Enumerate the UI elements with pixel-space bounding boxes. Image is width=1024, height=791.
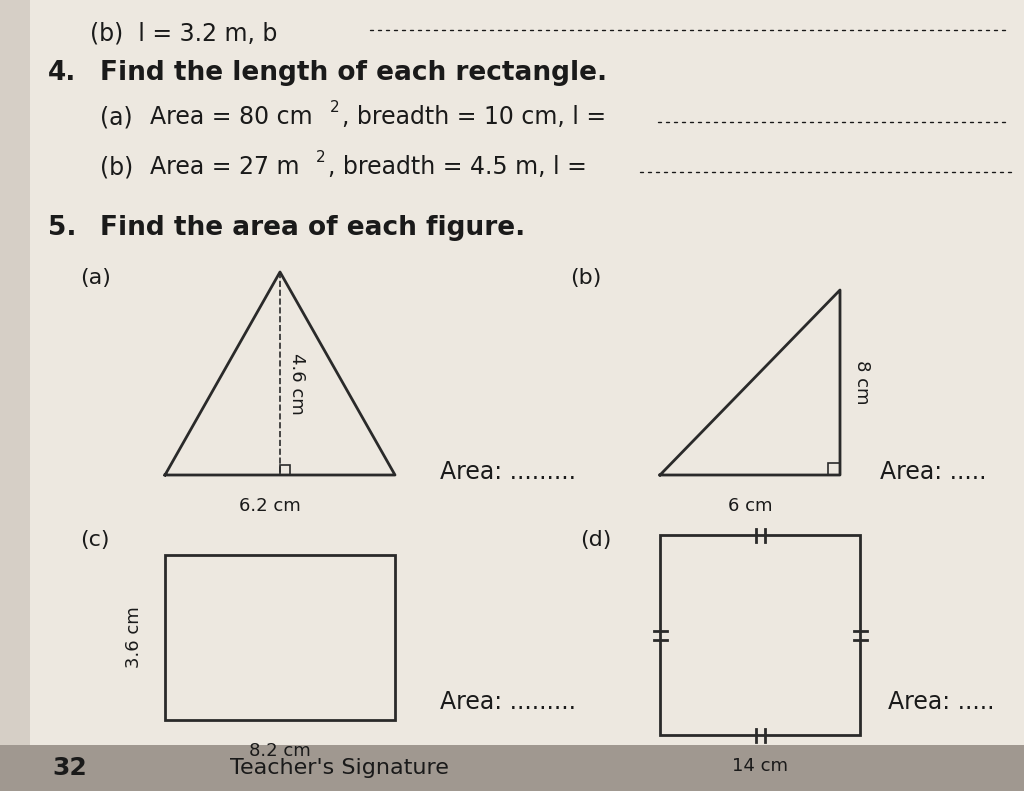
Text: , breadth = 10 cm, l =: , breadth = 10 cm, l = — [342, 105, 613, 129]
Text: (b): (b) — [570, 268, 601, 288]
Bar — [165, 555, 395, 720]
Text: Area: .....: Area: ..... — [888, 690, 994, 714]
Bar — [828, 463, 840, 475]
Text: 5.: 5. — [48, 215, 77, 241]
Text: 6.2 cm: 6.2 cm — [240, 497, 301, 515]
Text: 8 cm: 8 cm — [853, 360, 871, 405]
Text: 2: 2 — [316, 150, 326, 165]
Text: 4.6 cm: 4.6 cm — [288, 353, 306, 414]
Text: , breadth = 4.5 m, l =: , breadth = 4.5 m, l = — [328, 155, 594, 179]
Text: (c): (c) — [80, 530, 110, 550]
Text: Teacher's Signature: Teacher's Signature — [230, 758, 449, 778]
Text: Area = 27 m: Area = 27 m — [150, 155, 299, 179]
Text: Find the area of each figure.: Find the area of each figure. — [100, 215, 525, 241]
Text: 32: 32 — [52, 756, 87, 780]
Text: (d): (d) — [580, 530, 611, 550]
Text: Area = 80 cm: Area = 80 cm — [150, 105, 312, 129]
Bar — [280, 465, 290, 475]
Text: 6 cm: 6 cm — [728, 497, 772, 515]
Text: Area: .........: Area: ......... — [440, 690, 575, 714]
Text: (b): (b) — [100, 155, 133, 179]
Bar — [0, 745, 1024, 791]
Text: Area: .........: Area: ......... — [440, 460, 575, 484]
Text: (b)  l = 3.2 m, b: (b) l = 3.2 m, b — [90, 22, 278, 46]
Text: Find the length of each rectangle.: Find the length of each rectangle. — [100, 60, 607, 86]
Text: 4.: 4. — [48, 60, 77, 86]
Text: 3.6 cm: 3.6 cm — [125, 607, 143, 668]
Text: (a): (a) — [80, 268, 111, 288]
Text: (a): (a) — [100, 105, 133, 129]
Text: Area: .....: Area: ..... — [880, 460, 986, 484]
Text: 2: 2 — [330, 100, 340, 115]
Bar — [660, 535, 860, 735]
Text: 14 cm: 14 cm — [732, 757, 788, 775]
Bar — [0, 0, 30, 791]
Text: 8.2 cm: 8.2 cm — [249, 742, 311, 760]
